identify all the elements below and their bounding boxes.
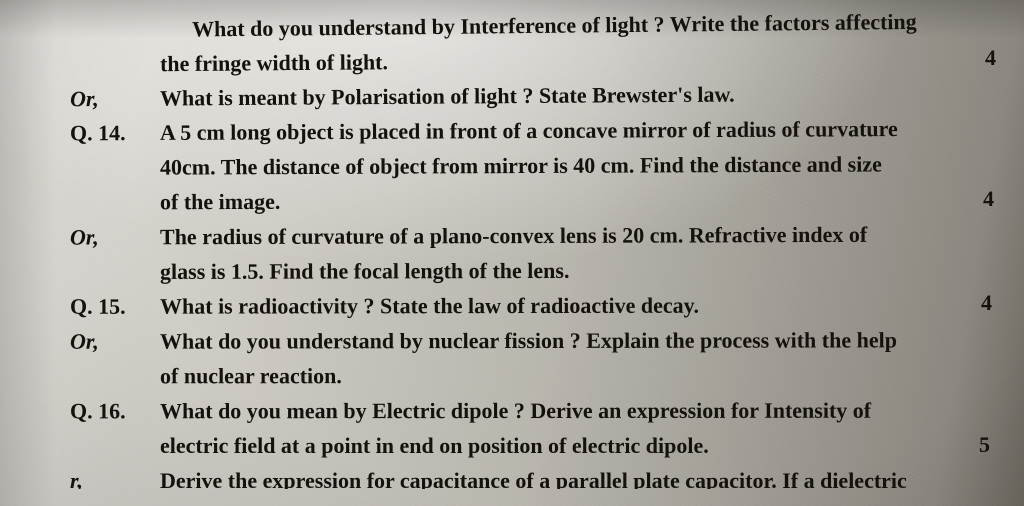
or-label: Or, — [70, 329, 99, 354]
question-line: Q. 15. What is radioactivity ? State the … — [70, 287, 988, 324]
or-label: r, — [70, 468, 83, 489]
or-line: Or, The radius of curvature of a plano-co… — [70, 216, 988, 254]
question-text: of the image. — [160, 181, 988, 219]
question-text: What is meant by Polarisation of light ?… — [160, 75, 988, 116]
or-line: Or, What is meant by Polarisation of ligh… — [70, 75, 988, 116]
continuation-line: of nuclear reaction. — [70, 358, 988, 394]
continuation-line: electric field at a point in end on posi… — [70, 428, 988, 463]
question-text: Derive the expression for capacitance of… — [160, 463, 988, 489]
question-line: Q. 16. What do you mean by Electric dipol… — [70, 393, 988, 429]
question-text: glass is 1.5. Find the focal length of t… — [160, 252, 988, 289]
or-label: Or, — [70, 86, 99, 111]
question-number: Q. 15. — [70, 294, 126, 319]
question-text: What do you mean by Electric dipole ? De… — [160, 393, 988, 429]
exam-page: What do you understand by Interference o… — [0, 0, 1024, 506]
question-block: What do you understand by Interference o… — [70, 8, 988, 489]
question-text: electric field at a point in end on posi… — [160, 428, 988, 463]
continuation-line: of the image. — [70, 181, 988, 219]
question-text: What do you understand by nuclear fissio… — [160, 322, 988, 358]
or-line: Or, What do you understand by nuclear fis… — [70, 322, 988, 359]
question-number: Q. 14. — [70, 120, 126, 145]
or-line: r, Derive the expression for capacitance … — [70, 463, 988, 489]
question-line: Q. 14. A 5 cm long object is placed in fr… — [70, 111, 988, 151]
or-label: Or, — [70, 225, 99, 250]
continuation-line: glass is 1.5. Find the focal length of t… — [70, 252, 988, 289]
continuation-line: 40cm. The distance of object from mirror… — [70, 146, 988, 185]
question-text: A 5 cm long object is placed in front of… — [160, 111, 988, 150]
question-text: of nuclear reaction. — [160, 358, 988, 394]
question-text: The radius of curvature of a plano-conve… — [160, 216, 988, 254]
question-number: Q. 16. — [70, 398, 126, 423]
question-text: 40cm. The distance of object from mirror… — [160, 146, 988, 185]
question-text: What is radioactivity ? State the law of… — [160, 287, 988, 323]
